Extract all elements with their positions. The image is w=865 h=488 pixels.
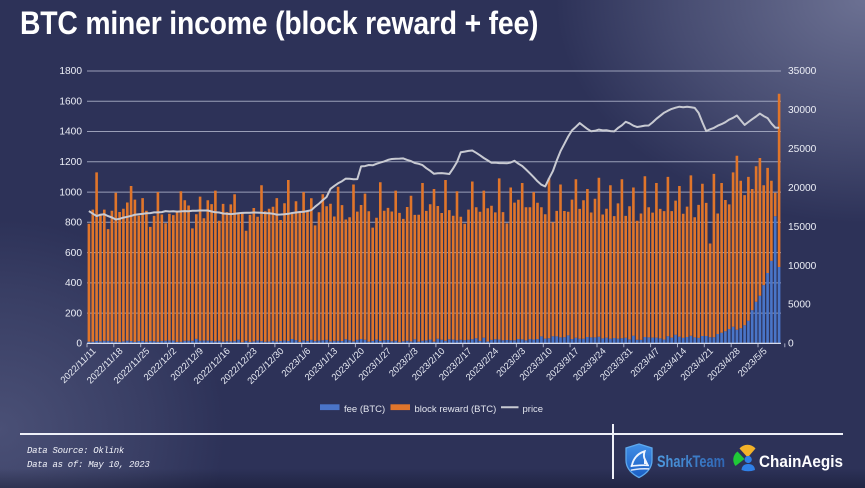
svg-text:15000: 15000 [788,222,817,233]
svg-text:800: 800 [65,218,82,229]
svg-text:1200: 1200 [59,157,82,168]
svg-text:SharkTeam: SharkTeam [657,452,725,471]
svg-text:10000: 10000 [788,261,817,272]
svg-text:200: 200 [65,308,82,319]
svg-text:1000: 1000 [59,187,82,198]
svg-text:600: 600 [65,248,82,259]
svg-text:35000: 35000 [788,66,817,77]
svg-text:400: 400 [65,278,82,289]
svg-text:30000: 30000 [788,105,817,116]
svg-text:5000: 5000 [788,300,811,311]
svg-text:price: price [523,404,544,415]
svg-text:1800: 1800 [59,66,82,77]
svg-text:fee (BTC): fee (BTC) [344,404,385,415]
svg-text:1600: 1600 [59,97,82,108]
svg-text:20000: 20000 [788,183,817,194]
svg-text:ChainAegis: ChainAegis [759,452,843,471]
svg-text:block reward (BTC): block reward (BTC) [415,404,497,415]
svg-text:25000: 25000 [788,144,817,155]
svg-text:0: 0 [76,339,82,350]
svg-text:2023/5/5: 2023/5/5 [735,345,769,379]
svg-text:1400: 1400 [59,127,82,138]
svg-text:0: 0 [788,339,794,350]
